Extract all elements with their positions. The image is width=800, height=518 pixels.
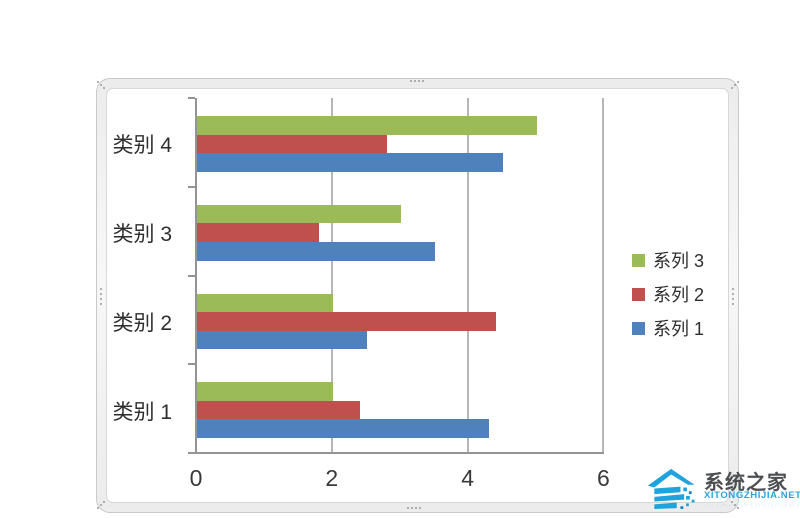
- x-tick-label-2[interactable]: 2: [325, 465, 339, 491]
- legend-swatch: [632, 321, 645, 335]
- category-tick: [188, 363, 195, 366]
- x-tick-label-0[interactable]: 0: [189, 465, 203, 491]
- bar-系列 2-类别 2[interactable]: [197, 312, 496, 331]
- bar-系列 2-类别 4[interactable]: [197, 134, 388, 154]
- legend-label: 系列 3: [653, 251, 705, 271]
- category-label[interactable]: 类别 2: [112, 311, 172, 335]
- gridline-6: [602, 98, 605, 453]
- x-tick-label-4[interactable]: 4: [461, 465, 474, 491]
- legend-entry-系列 1[interactable]: 系列 1: [632, 316, 704, 340]
- legend-entry-系列 3[interactable]: 系列 3: [632, 248, 704, 272]
- bar-系列 1-类别 4[interactable]: [197, 153, 503, 172]
- bar-系列 2-类别 1[interactable]: [197, 400, 360, 420]
- category-axis[interactable]: [195, 98, 197, 453]
- legend-label: 系列 1: [653, 319, 705, 339]
- watermark-reflection: XITONGZHIJIA.NET: [704, 501, 800, 512]
- legend-entry-系列 2[interactable]: 系列 2: [632, 282, 704, 306]
- category-label[interactable]: 类别 3: [112, 223, 172, 247]
- gridline-4: [466, 98, 469, 453]
- category-tick: [188, 452, 195, 454]
- category-tick: [188, 274, 195, 277]
- watermark-url: XITONGZHIJIA.NET: [704, 490, 800, 501]
- bar-系列 3-类别 1[interactable]: [197, 382, 333, 401]
- category-label[interactable]: 类别 4: [112, 134, 172, 158]
- bar-系列 3-类别 2[interactable]: [197, 293, 333, 313]
- legend-swatch: [632, 253, 645, 267]
- gridline-2: [330, 98, 333, 453]
- bar-系列 2-类别 3[interactable]: [197, 223, 320, 242]
- bar-系列 1-类别 2[interactable]: [197, 330, 367, 350]
- category-tick: [188, 97, 195, 99]
- legend-swatch: [632, 287, 645, 301]
- xitongzhijia-logo-icon: [647, 468, 695, 509]
- x-tick-label-6[interactable]: 6: [596, 465, 610, 491]
- category-label[interactable]: 类别 1: [112, 400, 172, 424]
- legend-label: 系列 2: [653, 285, 705, 305]
- bar-系列 3-类别 3[interactable]: [197, 204, 401, 224]
- value-axis[interactable]: [195, 452, 605, 454]
- chart-legend[interactable]: 系列 3 系列 2 系列 1: [632, 248, 704, 350]
- bar-系列 3-类别 4[interactable]: [197, 116, 537, 135]
- watermark-title: 系统之家: [704, 472, 788, 494]
- bar-系列 1-类别 1[interactable]: [197, 419, 489, 439]
- bar-系列 1-类别 3[interactable]: [197, 241, 435, 261]
- category-tick: [188, 185, 195, 188]
- watermark: 系统之家 XITONGZHIJIA.NET XITONGZHIJIA.NET: [645, 462, 800, 518]
